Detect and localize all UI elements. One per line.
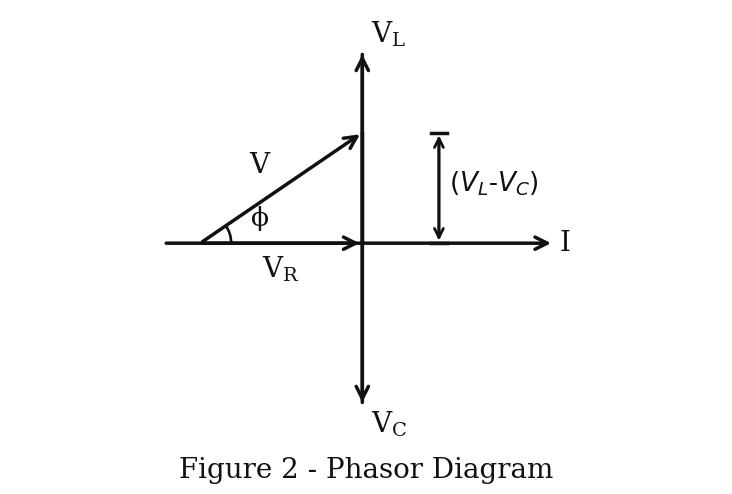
Text: V: V <box>250 152 269 179</box>
Text: $\mathregular{V_C}$: $\mathregular{V_C}$ <box>371 410 408 439</box>
Text: I: I <box>560 230 571 257</box>
Text: Figure 2 - Phasor Diagram: Figure 2 - Phasor Diagram <box>179 457 553 484</box>
Text: $\mathregular{V_R}$: $\mathregular{V_R}$ <box>263 255 300 285</box>
Text: ϕ: ϕ <box>252 206 269 231</box>
Text: $\mathregular{V_L}$: $\mathregular{V_L}$ <box>371 19 406 49</box>
Text: $(V_L$-$V_C)$: $(V_L$-$V_C)$ <box>449 169 539 198</box>
